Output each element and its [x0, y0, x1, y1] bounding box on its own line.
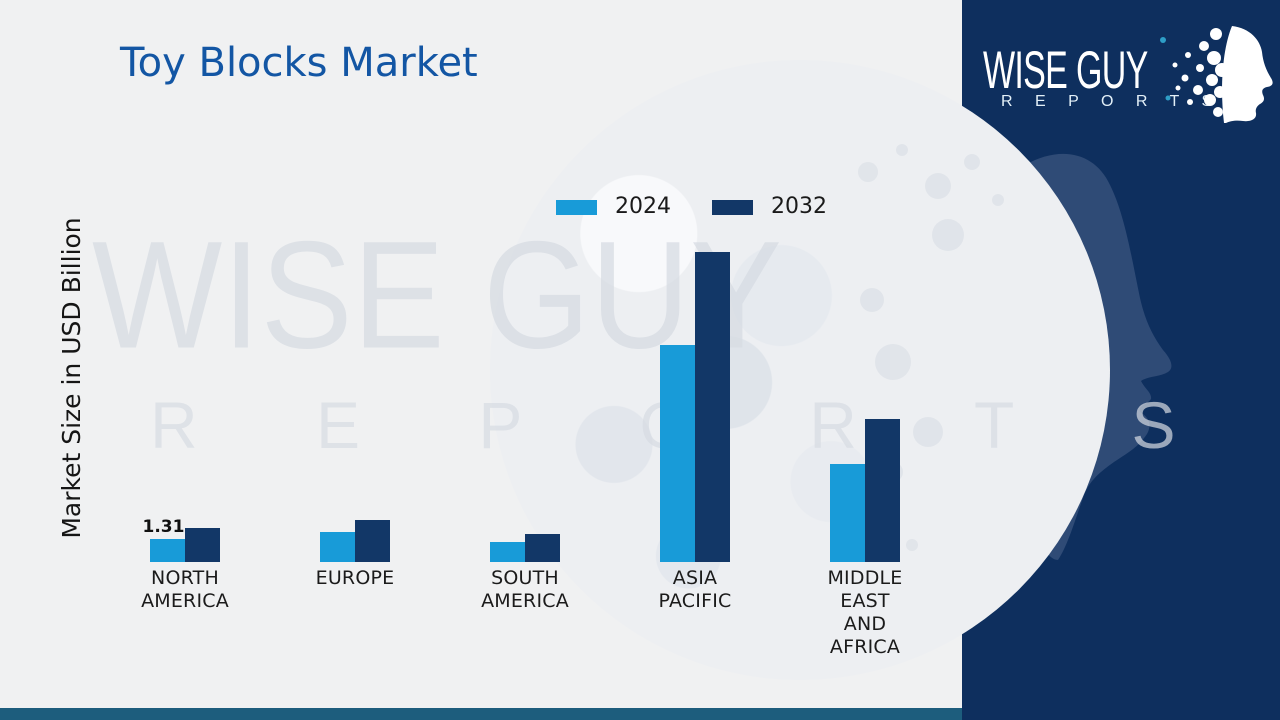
watermark-circle: [490, 60, 1110, 680]
page-title: Toy Blocks Market: [120, 40, 478, 86]
bar-value-label-north-america: 1.31: [142, 517, 185, 537]
legend-swatch-2024: [556, 200, 597, 215]
category-label-line: AND: [843, 613, 887, 635]
legend-label-2024: 2024: [615, 194, 671, 219]
category-label-line: AMERICA: [481, 590, 569, 612]
footer-accent-bar: [0, 708, 962, 720]
bar-2032-europe: [355, 520, 390, 562]
bar-2032-north-america: [185, 528, 220, 562]
bar-2024-north-america: [150, 539, 185, 562]
category-label-line: EUROPE: [315, 567, 395, 589]
category-label-asia-pacific: ASIA PACIFIC: [615, 567, 775, 613]
bar-2032-south-america: [525, 534, 560, 562]
category-label-line: NORTH: [151, 567, 219, 589]
category-label-line: AMERICA: [141, 590, 229, 612]
category-label-line: PACIFIC: [658, 590, 732, 612]
bar-2024-middle-east-and-africa: [830, 464, 865, 562]
category-label-north-america: NORTH AMERICA: [105, 567, 265, 613]
bar-2024-south-america: [490, 542, 525, 562]
category-label-europe: EUROPE: [275, 567, 435, 590]
legend-swatch-2032: [712, 200, 753, 215]
bar-2024-europe: [320, 532, 355, 562]
chart-legend: 2024 2032: [556, 194, 827, 219]
category-label-middle-east-and-africa: MIDDLE EAST AND AFRICA: [785, 567, 945, 659]
bar-2032-asia-pacific: [695, 252, 730, 562]
legend-label-2032: 2032: [771, 194, 827, 219]
logo-subtext: R E P O R T S: [1001, 93, 1222, 110]
category-label-south-america: SOUTH AMERICA: [445, 567, 605, 613]
category-label-line: SOUTH: [491, 567, 559, 589]
legend-item-2024: 2024: [556, 194, 671, 219]
bar-2032-middle-east-and-africa: [865, 419, 900, 562]
category-label-line: EAST: [840, 590, 890, 612]
legend-item-2032: 2032: [712, 194, 827, 219]
bar-2024-asia-pacific: [660, 345, 695, 562]
logo-wordmark: WISE GUY: [983, 40, 1148, 100]
category-label-line: ASIA: [672, 567, 718, 589]
category-label-line: MIDDLE: [827, 567, 903, 589]
category-label-line: AFRICA: [829, 636, 901, 658]
